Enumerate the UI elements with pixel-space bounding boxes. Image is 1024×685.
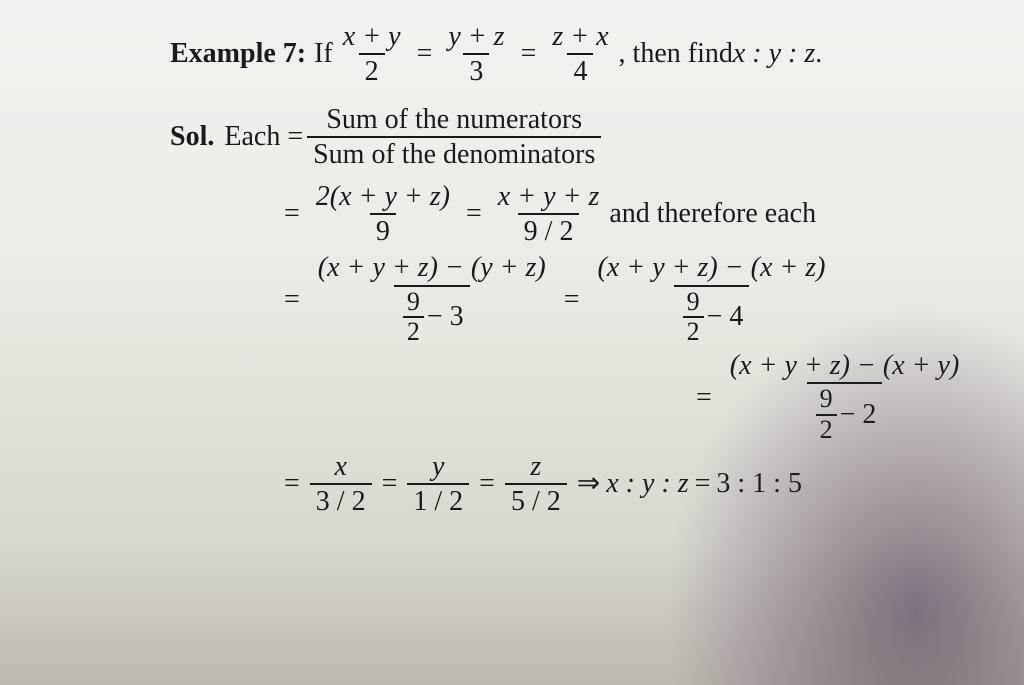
equals-7: = xyxy=(696,382,712,414)
math-example-block: Example 7: If x + y 2 = y + z 3 = z + x … xyxy=(170,22,1000,516)
equals-9: = xyxy=(382,468,398,500)
text-if: If xyxy=(314,38,333,70)
equals-8: = xyxy=(284,468,300,500)
bigfrac-2: (x + y + z) − (x + z) 9 2 − 4 xyxy=(592,254,832,346)
each-equals: Each = xyxy=(224,121,303,153)
equals-5: = xyxy=(284,284,300,316)
equals-6: = xyxy=(564,284,580,316)
result-rhs: 3 : 1 : 5 xyxy=(716,468,802,500)
frac-sum-sum: Sum of the numerators Sum of the denomin… xyxy=(307,105,601,170)
period: . xyxy=(815,38,822,70)
equals-4: = xyxy=(466,198,482,230)
solution-line-5: = x 3 / 2 = y 1 / 2 = z 5 / 2 ⇒ x : y : … xyxy=(278,452,1000,517)
equals-11: = xyxy=(695,468,711,500)
smallfrac-1: 9 2 xyxy=(403,289,424,346)
equals-1: = xyxy=(417,38,433,70)
frac-yz-3: y + z 3 xyxy=(442,22,510,87)
text-thenfind: , then find xyxy=(619,38,733,70)
bigfrac-3: (x + y + z) − (x + y) 9 2 − 2 xyxy=(724,352,965,444)
find-ratio: x : y : z xyxy=(733,38,815,70)
smallfrac-3: 9 2 xyxy=(816,386,837,443)
frac-y: y 1 / 2 xyxy=(407,452,469,517)
solution-line-3: = (x + y + z) − (y + z) 9 2 − 3 = (x + y… xyxy=(278,254,1000,346)
frac-z: z 5 / 2 xyxy=(505,452,567,517)
frac-2xyz-9: 2(x + y + z) 9 xyxy=(310,182,456,247)
text-therefore: and therefore each xyxy=(609,198,816,230)
equals-3: = xyxy=(284,198,300,230)
smallfrac-2: 9 2 xyxy=(683,289,704,346)
frac-x: x 3 / 2 xyxy=(310,452,372,517)
example-label: Example 7: xyxy=(170,38,306,70)
frac-zx-4: z + x 4 xyxy=(546,22,614,87)
solution-label: Sol. xyxy=(170,121,214,153)
equals-10: = xyxy=(479,468,495,500)
example-line: Example 7: If x + y 2 = y + z 3 = z + x … xyxy=(170,22,1000,87)
solution-line-2: = 2(x + y + z) 9 = x + y + z 9 / 2 and t… xyxy=(278,182,1000,247)
frac-xy-2: x + y 2 xyxy=(337,22,407,87)
solution-line-4: = (x + y + z) − (x + y) 9 2 − 2 xyxy=(690,352,1000,444)
implies-arrow: ⇒ xyxy=(577,468,600,500)
equals-2: = xyxy=(521,38,537,70)
frac-xyz-9half: x + y + z 9 / 2 xyxy=(492,182,606,247)
result-lhs: x : y : z xyxy=(606,468,688,500)
solution-line-1: Sol. Each = Sum of the numerators Sum of… xyxy=(170,105,1000,170)
bigfrac-1: (x + y + z) − (y + z) 9 2 − 3 xyxy=(312,254,552,346)
